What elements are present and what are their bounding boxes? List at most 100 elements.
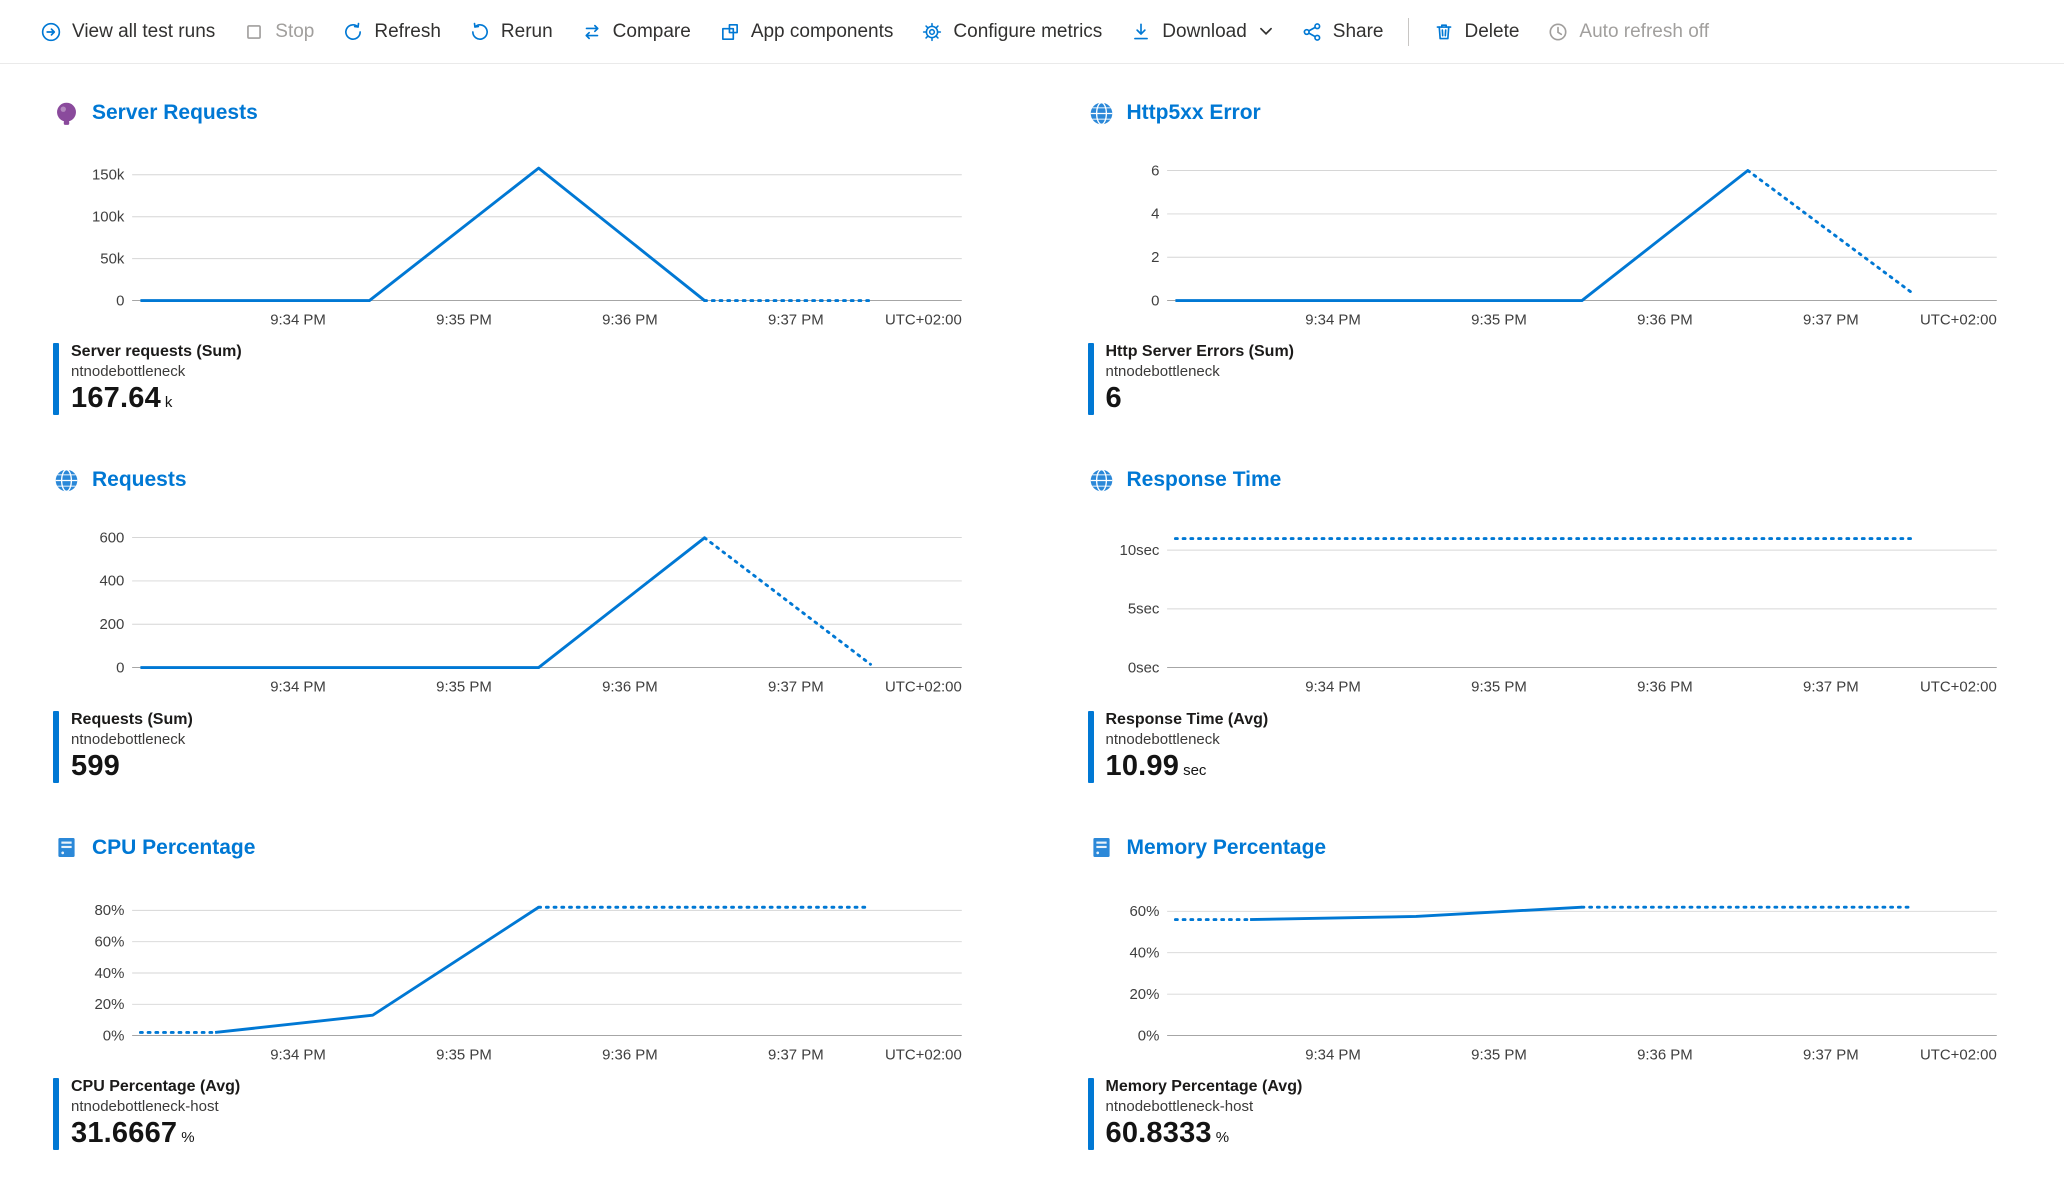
chart-panel-cpu-percentage: CPU Percentage 0% 20% 40% 60% 80% 9:34 PM 9:35… bbox=[53, 833, 970, 1150]
y-tick-label: 20% bbox=[94, 996, 124, 1013]
x-tick-label: 9:36 PM bbox=[1637, 679, 1693, 696]
y-tick-label: 0 bbox=[1151, 292, 1159, 309]
y-tick-label: 100k bbox=[92, 209, 125, 226]
stop-label: Stop bbox=[275, 20, 315, 42]
rerun-icon bbox=[471, 22, 488, 40]
auto-refresh-button[interactable]: Auto refresh off bbox=[1533, 0, 1723, 63]
series-line-dotted bbox=[703, 536, 872, 667]
rerun-label: Rerun bbox=[500, 20, 553, 42]
x-tick-label: 9:37 PM bbox=[768, 679, 824, 696]
chart-canvas[interactable]: 0 200 400 600 9:34 PM 9:35 PM 9:36 PM 9:37 PM UT… bbox=[53, 519, 970, 702]
legend-value: 10.99 bbox=[1105, 749, 1180, 782]
view-all-icon bbox=[41, 22, 61, 41]
chart-title[interactable]: Requests bbox=[92, 468, 187, 492]
metric-legend[interactable]: Server requests (Sum) ntnodebottleneck 1… bbox=[53, 343, 970, 416]
app-insights-icon bbox=[53, 100, 80, 127]
y-tick-label: 20% bbox=[1129, 986, 1159, 1003]
y-tick-label: 0 bbox=[116, 660, 124, 677]
x-tick-label: 9:35 PM bbox=[1471, 312, 1527, 329]
x-tick-label: 9:35 PM bbox=[436, 312, 492, 329]
y-tick-label: 4 bbox=[1151, 206, 1159, 223]
delete-button[interactable]: Delete bbox=[1419, 0, 1534, 63]
timezone-label: UTC+02:00 bbox=[885, 679, 962, 696]
legend-resource-name: ntnodebottleneck bbox=[71, 363, 186, 381]
chart-canvas[interactable]: 0% 20% 40% 60% 80% 9:34 PM 9:35 PM 9:36 PM 9:37 … bbox=[53, 887, 970, 1070]
legend-value: 6 bbox=[1105, 382, 1122, 415]
legend-metric-name: Http Server Errors (Sum) bbox=[1105, 343, 1295, 361]
charts-grid: Server Requests 0 50k 100k 150k 9:34 PM 9:35 … bbox=[53, 98, 2004, 1150]
chart-title[interactable]: Http5xx Error bbox=[1126, 101, 1261, 124]
chart-header: Server Requests bbox=[53, 98, 970, 128]
legend-value-row: 6 bbox=[1106, 382, 1295, 415]
download-button[interactable]: Download bbox=[1116, 0, 1287, 63]
legend-resource-name: ntnodebottleneck bbox=[1105, 363, 1220, 381]
metric-legend[interactable]: Response Time (Avg) ntnodebottleneck 10.… bbox=[1087, 710, 2005, 783]
refresh-button[interactable]: Refresh bbox=[328, 0, 455, 63]
configure-metrics-button[interactable]: Configure metrics bbox=[907, 0, 1116, 63]
rerun-button[interactable]: Rerun bbox=[455, 0, 567, 63]
chart-title[interactable]: Response Time bbox=[1126, 468, 1282, 492]
x-tick-label: 9:34 PM bbox=[1305, 679, 1361, 696]
y-tick-label: 60% bbox=[94, 933, 124, 950]
metric-legend[interactable]: Memory Percentage (Avg) ntnodebottleneck… bbox=[1087, 1077, 2005, 1150]
chart-canvas[interactable]: 0 2 4 6 9:34 PM 9:35 PM 9:36 PM 9:37 PM UTC+02:0… bbox=[1088, 152, 2005, 335]
x-tick-label: 9:36 PM bbox=[602, 679, 658, 696]
legend-metric-name: CPU Percentage (Avg) bbox=[71, 1077, 241, 1095]
app-components-icon bbox=[721, 23, 738, 40]
toolbar-divider bbox=[1407, 17, 1409, 46]
host-icon bbox=[53, 834, 80, 861]
chart-panel-http5xx-error: Http5xx Error 0 2 4 6 9:34 PM 9:35 PM 9:36 PM 9… bbox=[1087, 98, 2005, 416]
command-bar: View all test runs Stop Refresh Rerun Co… bbox=[0, 0, 2064, 64]
legend-unit: k bbox=[164, 394, 173, 412]
legend-metric-name: Memory Percentage (Avg) bbox=[1105, 1077, 1303, 1095]
metric-legend[interactable]: Http Server Errors (Sum) ntnodebottlenec… bbox=[1087, 343, 2005, 416]
compare-icon bbox=[585, 24, 599, 39]
chart-canvas[interactable]: 0sec 5sec 10sec 9:34 PM 9:35 PM 9:36 PM 9:37 P… bbox=[1088, 519, 2005, 702]
web-app-icon bbox=[53, 467, 80, 494]
view-all-test-runs-button[interactable]: View all test runs bbox=[26, 0, 229, 63]
metric-legend[interactable]: Requests (Sum) ntnodebottleneck 599 bbox=[53, 710, 970, 783]
auto-refresh-icon bbox=[1549, 22, 1567, 41]
legend-metric-name: Requests (Sum) bbox=[71, 710, 193, 728]
stop-button[interactable]: Stop bbox=[229, 0, 328, 63]
y-tick-label: 60% bbox=[1129, 903, 1159, 920]
legend-value-row: 60.8333 % bbox=[1106, 1117, 1303, 1150]
chart-title[interactable]: Server Requests bbox=[92, 101, 258, 124]
configure-metrics-label: Configure metrics bbox=[953, 20, 1103, 42]
y-tick-label: 150k bbox=[92, 167, 125, 184]
chart-canvas[interactable]: 0 50k 100k 150k 9:34 PM 9:35 PM 9:36 PM 9:37 PM… bbox=[53, 152, 970, 335]
y-tick-label: 0% bbox=[1137, 1027, 1159, 1044]
legend-value: 167.64 bbox=[71, 382, 161, 415]
chart-canvas[interactable]: 0% 20% 40% 60% 9:34 PM 9:35 PM 9:36 PM 9:37 PM U… bbox=[1088, 887, 2005, 1070]
series-line-solid bbox=[1174, 169, 1749, 303]
share-button[interactable]: Share bbox=[1287, 0, 1398, 63]
y-tick-label: 50k bbox=[100, 250, 125, 267]
chart-title[interactable]: CPU Percentage bbox=[92, 835, 256, 859]
chart-panel-memory-percentage: Memory Percentage 0% 20% 40% 60% 9:34 PM 9:35… bbox=[1087, 833, 2005, 1150]
compare-label: Compare bbox=[612, 20, 691, 42]
legend-unit: % bbox=[181, 1128, 195, 1146]
y-tick-label: 6 bbox=[1151, 162, 1159, 179]
legend-text: Memory Percentage (Avg) ntnodebottleneck… bbox=[1106, 1078, 1303, 1150]
x-tick-label: 9:37 PM bbox=[1803, 679, 1859, 696]
compare-button[interactable]: Compare bbox=[567, 0, 705, 63]
x-tick-label: 9:36 PM bbox=[1637, 312, 1693, 329]
legend-value: 31.6667 bbox=[71, 1116, 178, 1149]
legend-value-row: 31.6667 % bbox=[71, 1117, 240, 1150]
metric-legend[interactable]: CPU Percentage (Avg) ntnodebottleneck-ho… bbox=[53, 1077, 970, 1150]
download-icon bbox=[1134, 22, 1149, 39]
x-tick-label: 9:36 PM bbox=[1637, 1046, 1693, 1063]
series-line-solid bbox=[140, 166, 706, 303]
chart-title[interactable]: Memory Percentage bbox=[1126, 835, 1327, 859]
y-tick-label: 5sec bbox=[1127, 601, 1159, 618]
view-all-label: View all test runs bbox=[72, 20, 216, 42]
series-line-solid bbox=[140, 536, 706, 670]
delete-icon bbox=[1436, 23, 1451, 39]
legend-text: Requests (Sum) ntnodebottleneck 599 bbox=[71, 711, 193, 783]
legend-resource-name: ntnodebottleneck-host bbox=[1105, 1097, 1254, 1115]
legend-resource-name: ntnodebottleneck-host bbox=[71, 1097, 219, 1115]
legend-metric-name: Server requests (Sum) bbox=[71, 343, 242, 361]
app-components-button[interactable]: App components bbox=[705, 0, 908, 63]
legend-value-row: 167.64 k bbox=[71, 382, 242, 415]
chart-panel-server-requests: Server Requests 0 50k 100k 150k 9:34 PM 9:35 … bbox=[53, 98, 970, 416]
